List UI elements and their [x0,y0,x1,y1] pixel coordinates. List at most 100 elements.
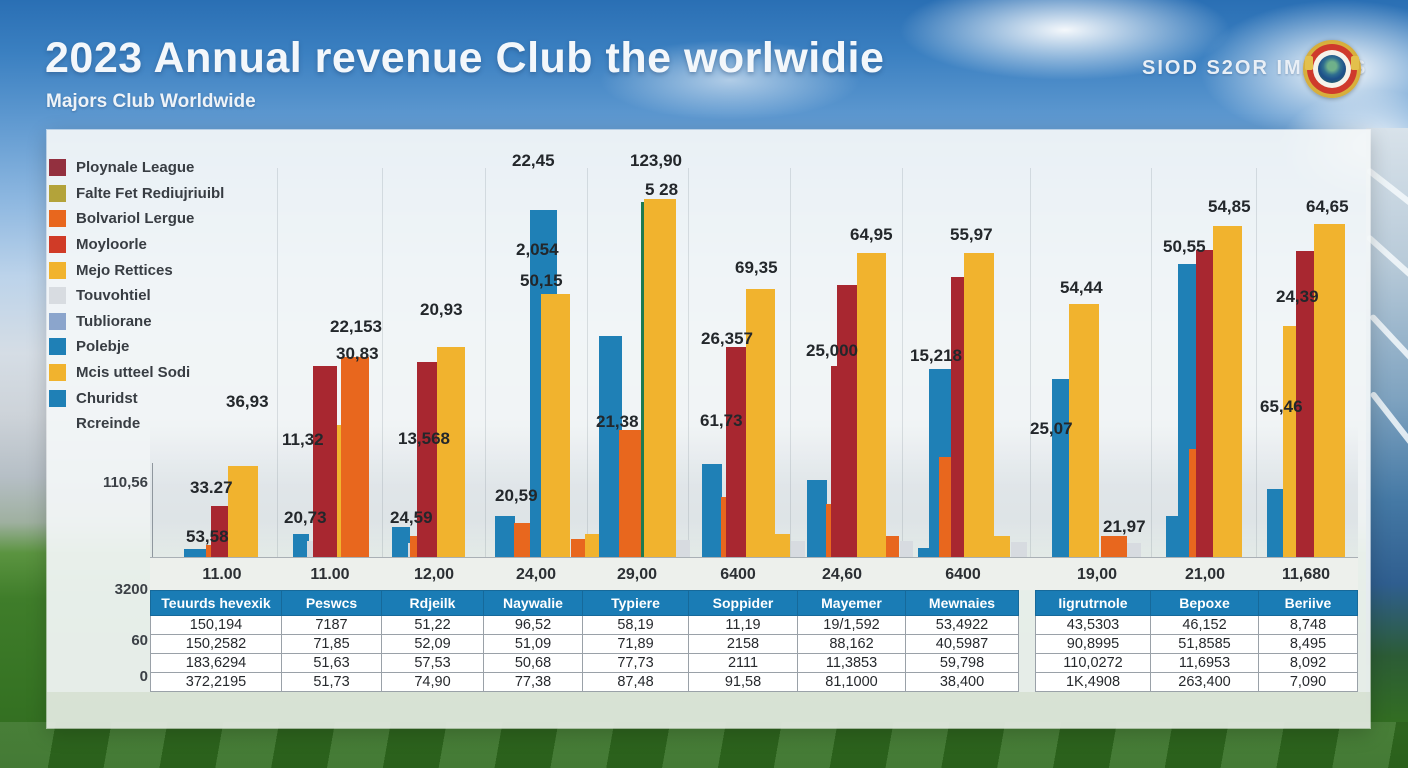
baseline-stub-bar [994,536,1010,557]
group-separator-line [1030,168,1031,557]
bar-value-label: 64,65 [1306,197,1349,216]
bar-value-label: 26,357 [701,329,753,348]
bar-value-label: 20,59 [495,486,538,505]
baseline-stub-bar [1127,543,1141,557]
bar [641,202,646,557]
table-cell: 87,48 [582,672,689,692]
legend-label: Ploynale League [76,159,195,177]
x-axis-label: 12,00 [413,566,455,583]
x-axis-label: 6400 [720,566,756,583]
bar [1196,250,1214,557]
x-axis-line [150,557,1358,558]
table-row: 150,194 7187 51,22 96,52 58,19 11,19 19/1,592 5… [150,615,1019,635]
group-separator-line [277,168,278,557]
bar-value-label: 53,58 [186,527,229,546]
legend-item: Ploynale League [47,155,224,181]
column-header: Soppider [688,590,798,616]
bar-value-label: 21,38 [596,412,639,431]
bar-value-label: 20,93 [420,300,463,319]
baseline-stub-bar [791,541,805,557]
group-separator-line [688,168,689,557]
x-axis-label: 11,680 [1281,566,1331,583]
column-header: Naywalie [483,590,583,616]
bar-value-label: 55,97 [950,225,993,244]
table-cell: 81,1000 [797,672,906,692]
legend: Ploynale League Falte Fet Rediujriuibl Bol… [47,155,224,437]
y-axis-line [152,463,153,557]
x-axis-label: 21,00 [1184,566,1226,583]
legend-swatch [49,287,66,305]
bar-value-label: 21,97 [1103,517,1146,536]
table-cell: 58,19 [582,615,689,635]
y-axis-tick-label: 0 [139,668,148,685]
table-cell: 7,090 [1258,672,1358,692]
table-cell: 38,400 [905,672,1019,692]
table-cell: 19/1,592 [797,615,906,635]
baseline-stub-bar [775,534,790,557]
column-header: Teuurds hevexik [150,590,282,616]
column-header: Iigrutrnole [1035,590,1151,616]
bar-value-label: 11,32 [282,430,324,449]
bar [857,253,886,557]
bar [726,347,747,557]
bar-value-label: 25,000 [806,341,858,360]
bar-value-label: 2,054 [516,240,559,259]
legend-label: Churidst [76,389,138,407]
bar-value-label: 22,153 [330,317,382,336]
table-cell: 46,152 [1150,615,1259,635]
legend-swatch [49,210,66,228]
x-axis-label: 11.00 [310,566,350,583]
table-cell: 51,63 [281,653,382,673]
bar-value-label: 22,45 [512,151,555,170]
table-cell: 77,38 [483,672,583,692]
bar-value-label: 20,73 [284,508,327,527]
table-cell: 2158 [688,634,798,654]
legend-label: Mejo Rettices [76,261,173,279]
page-subtitle: Majors Club Worldwide [46,91,256,112]
group-separator-line [382,168,383,557]
legend-item: Churidst [47,385,224,411]
table-cell: 57,53 [381,653,484,673]
legend-label: Bolvariol Lergue [76,210,195,228]
table-cell: 77,73 [582,653,689,673]
cloud [600,40,860,120]
legend-swatch [49,236,66,254]
bar-value-label: 65,46 [1260,397,1303,416]
table-cell: 8,495 [1258,634,1358,654]
page-title: 2023 Annual revenue Club the worlwidie [45,34,885,82]
bar-value-label: 36,93 [226,392,269,411]
baseline-stub-bar [900,541,913,557]
table: Iigrutrnole Bepoxe Beriive 43,5303 46,152 8,7… [1035,590,1358,692]
bar-value-label: 54,85 [1208,197,1251,216]
legend-label: Touvohtiel [76,287,151,305]
bar-value-label: 123,90 [630,151,682,170]
table-cell: 59,798 [905,653,1019,673]
table-cell: 8,748 [1258,615,1358,635]
table-cell: 8,092 [1258,653,1358,673]
table-cell: 11,3853 [797,653,906,673]
data-table-right: Iigrutrnole Bepoxe Beriive 43,5303 46,152 8,7… [1035,590,1358,692]
bar [1296,251,1314,557]
bar [619,430,642,557]
table-cell: 74,90 [381,672,484,692]
bar-value-label: 24,59 [390,508,433,527]
club-badge-logo-icon [1303,40,1361,98]
x-axis-label: 11.00 [202,566,242,583]
x-axis-band [150,558,1358,590]
column-header: Bepoxe [1150,590,1259,616]
y-axis-tick-label: 3200 [114,581,148,598]
baseline-stub-bar [884,536,899,557]
table-row: 90,8995 51,8585 8,495 [1035,634,1358,654]
table-cell: 71,89 [582,634,689,654]
bar [964,253,994,557]
table-row: 150,2582 71,85 52,09 51,09 71,89 2158 88,162 40… [150,634,1019,654]
bar [702,464,722,557]
table-cell: 53,4922 [905,615,1019,635]
table-cell: 52,09 [381,634,484,654]
table-cell: 150,2582 [150,634,282,654]
table-cell: 51,22 [381,615,484,635]
bar [918,548,932,557]
group-separator-line [902,168,903,557]
